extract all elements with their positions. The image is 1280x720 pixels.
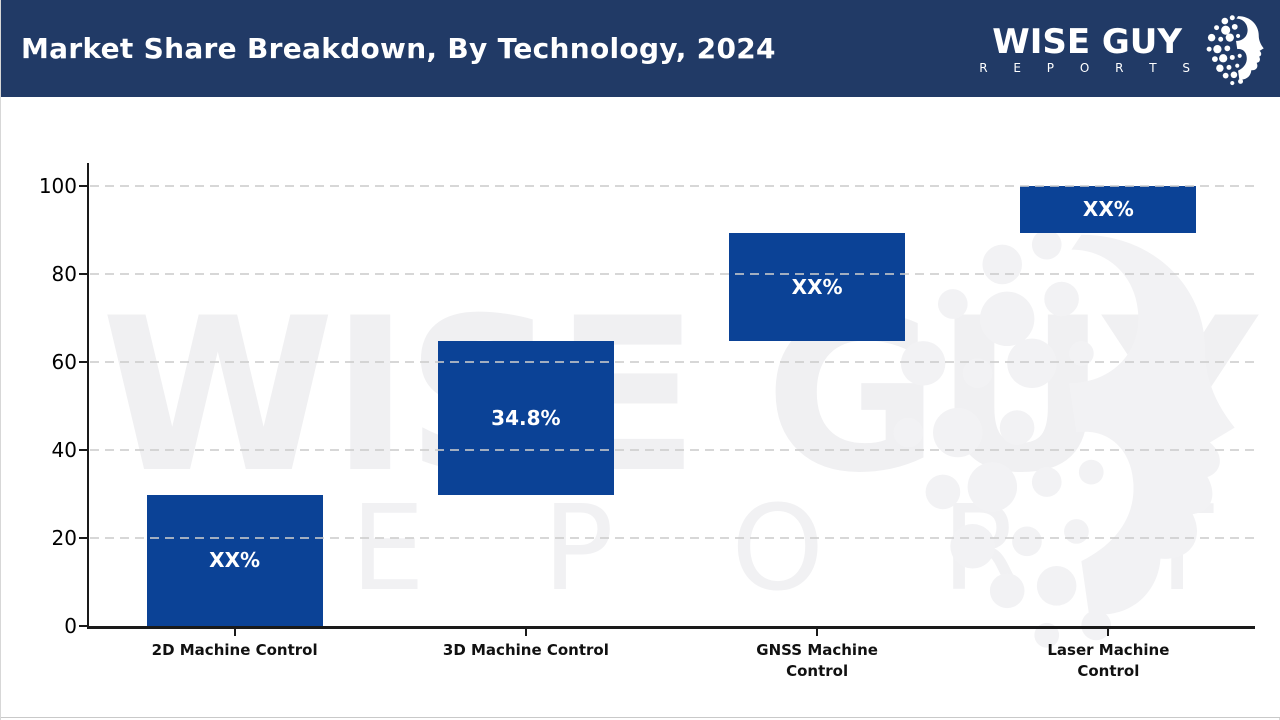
page-title: Market Share Breakdown, By Technology, 2…: [21, 32, 776, 65]
y-axis-line: [87, 163, 89, 628]
y-tick-mark: [79, 272, 87, 275]
y-tick-mark: [79, 448, 87, 451]
bar-value-label: XX%: [1082, 197, 1134, 222]
gridline: [90, 536, 1254, 539]
y-tick-mark: [79, 625, 87, 627]
y-tick-mark: [79, 360, 87, 363]
bar-value-label: XX%: [791, 275, 843, 300]
y-tick-label: 20: [51, 525, 77, 550]
footer-divider: [1, 717, 1280, 718]
gridline: [90, 184, 1254, 187]
chart-canvas: WISE GUY R E P O R T S 020406080100XX%2D…: [1, 97, 1280, 717]
y-tick-mark: [79, 184, 87, 187]
y-tick-label: 60: [51, 349, 77, 374]
x-tick-mark: [816, 629, 819, 636]
bar-segment: XX%: [729, 232, 906, 342]
bar-segment: XX%: [146, 494, 323, 626]
logo-text: WISE GUY R E P O R T S: [973, 24, 1201, 75]
x-tick-mark: [233, 629, 236, 636]
bar-segment: 34.8%: [437, 341, 614, 495]
x-axis-category-label: GNSS Machine Control: [756, 641, 878, 680]
bar-value-label: 34.8%: [491, 406, 561, 431]
gridline: [90, 272, 1254, 275]
y-tick-mark: [79, 536, 87, 539]
wiseguy-face-icon: [1205, 10, 1267, 90]
y-tick-label: 40: [51, 437, 77, 462]
y-tick-label: 100: [38, 173, 77, 198]
header: Market Share Breakdown, By Technology, 2…: [1, 0, 1280, 97]
x-axis-line: [87, 626, 1255, 629]
x-axis-category-label: 2D Machine Control: [151, 641, 318, 659]
y-tick-label: 80: [51, 261, 77, 286]
x-axis-category-label: Laser Machine Control: [1047, 641, 1170, 680]
x-axis-category-label: 3D Machine Control: [442, 641, 609, 659]
x-tick-mark: [1107, 629, 1110, 636]
gridline: [90, 448, 1254, 451]
logo-wordmark: WISE GUY: [992, 22, 1183, 62]
logo-subtext: R E P O R T S: [979, 61, 1201, 75]
y-tick-label: 0: [64, 614, 77, 638]
x-tick-mark: [524, 629, 527, 636]
gridline: [90, 360, 1254, 363]
watermark-face-icon: [859, 215, 1279, 660]
wiseguy-logo: WISE GUY R E P O R T S: [973, 10, 1267, 90]
bar-value-label: XX%: [209, 548, 261, 573]
bar-segment: XX%: [1020, 185, 1197, 233]
